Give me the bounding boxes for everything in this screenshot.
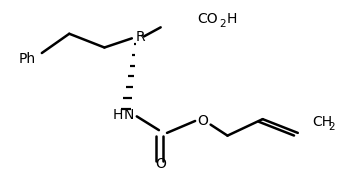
Text: CH: CH [312,115,332,129]
Text: CO: CO [198,12,218,26]
Text: Ph: Ph [18,53,36,66]
Text: 2: 2 [329,122,335,132]
Text: 2: 2 [220,19,226,29]
Text: O: O [197,114,208,128]
Text: H: H [113,107,123,122]
Text: O: O [155,157,166,171]
Text: R: R [136,30,145,44]
Text: H: H [227,12,237,26]
Text: N: N [123,107,133,122]
